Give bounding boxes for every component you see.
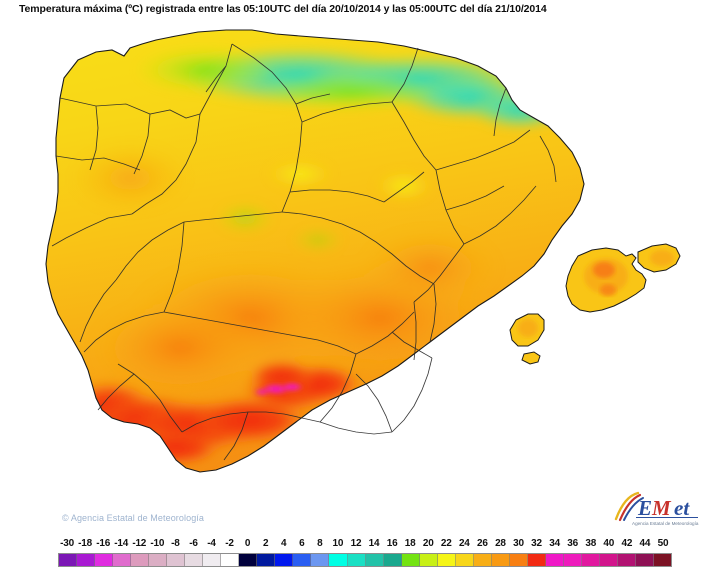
colorbar-tick-label: -2 <box>225 538 234 549</box>
colorbar-swatch <box>113 554 132 566</box>
colorbar-tick-label: 6 <box>299 538 305 549</box>
logo-wordmark: E M et <box>637 496 690 520</box>
colorbar-tick-label: -14 <box>114 538 129 549</box>
colorbar-tick-label: 18 <box>404 538 416 549</box>
colorbar-swatch <box>59 554 78 566</box>
colorbar-tick-label: 36 <box>567 538 579 549</box>
colorbar-tick-label: -4 <box>207 538 216 549</box>
colorbar-swatch <box>654 554 672 566</box>
aemet-logo: E M et Agencia Estatal de Meteorología <box>612 489 720 527</box>
colorbar-swatch <box>527 554 546 566</box>
colorbar-swatch <box>437 554 456 566</box>
colorbar-swatch <box>329 554 348 566</box>
colorbar-tick-label: -30 <box>60 538 74 549</box>
logo-swoosh-blue <box>623 497 644 521</box>
colorbar-swatch <box>581 554 600 566</box>
colorbar-tick-label: 40 <box>603 538 615 549</box>
svg-text:E: E <box>637 496 652 520</box>
colorbar-swatch <box>185 554 204 566</box>
formentera-coastline <box>521 351 541 365</box>
colorbar-tick-label: 0 <box>244 538 251 549</box>
svg-text:M: M <box>651 496 672 520</box>
svg-text:et: et <box>674 496 690 520</box>
colorbar-swatch <box>77 554 96 566</box>
temperature-colorbar: -30 -18 -16 -14 -12 -10 -8 -6 -4 -2 0 2 4 6 8 10 12 14 16 1… <box>58 538 672 572</box>
colorbar-tick-label: 14 <box>368 538 380 549</box>
colorbar-swatch <box>95 554 114 566</box>
colorbar-swatch <box>563 554 582 566</box>
colorbar-swatch <box>203 554 222 566</box>
colorbar-swatch <box>455 554 474 566</box>
colorbar-swatch <box>509 554 528 566</box>
colorbar-swatch <box>473 554 492 566</box>
colorbar-tick-label: 50 <box>657 538 669 549</box>
colorbar-swatch <box>131 554 150 566</box>
colorbar-tick-label: -10 <box>150 538 165 549</box>
colorbar-swatch <box>401 554 420 566</box>
colorbar-tick-label: 16 <box>386 538 398 549</box>
mallorca-coastline <box>565 247 647 313</box>
colorbar-tick-label: -18 <box>78 538 93 549</box>
colorbar-tick-label: 8 <box>317 538 323 549</box>
colorbar-swatch <box>221 554 240 566</box>
colorbar-tick-label: 22 <box>440 538 452 549</box>
colorbar-swatch <box>419 554 438 566</box>
ibiza-coastline <box>509 313 545 347</box>
colorbar-tick-label: 10 <box>332 538 344 549</box>
colorbar-tick-label: 20 <box>422 538 434 549</box>
colorbar-tick-label: 4 <box>281 538 287 549</box>
colorbar-tick-label: 24 <box>458 538 470 549</box>
colorbar-tick-label: -16 <box>96 538 111 549</box>
logo-subtitle: Agencia Estatal de Meteorología <box>632 521 699 526</box>
colorbar-swatch <box>383 554 402 566</box>
colorbar-swatch <box>149 554 168 566</box>
map-canvas <box>45 29 681 473</box>
administrative-boundaries <box>51 43 557 461</box>
colorbar-swatch <box>599 554 618 566</box>
colorbar-swatch <box>617 554 636 566</box>
colorbar-tick-label: 30 <box>513 538 524 549</box>
colorbar-swatch <box>491 554 510 566</box>
colorbar-tick-label: 32 <box>531 538 542 549</box>
colorbar-tick-label: -6 <box>189 538 198 549</box>
colorbar-tick-label: 34 <box>549 538 560 549</box>
colorbar-swatch <box>636 554 655 566</box>
colorbar-swatch <box>347 554 366 566</box>
colorbar-swatch <box>167 554 186 566</box>
colorbar-tick-labels: -30 -18 -16 -14 -12 -10 -8 -6 -4 -2 0 2 4 6 8 10 12 14 16 1… <box>58 538 672 552</box>
colorbar-tick-label: -8 <box>171 538 180 549</box>
colorbar-swatch <box>365 554 384 566</box>
copyright-notice: © Agencia Estatal de Meteorología <box>62 513 205 523</box>
logo-swoosh-red <box>618 493 642 522</box>
colorbar-tick-label: -12 <box>132 538 147 549</box>
colorbar-swatch <box>311 554 330 566</box>
colorbar-swatch <box>293 554 312 566</box>
colorbar-swatch <box>239 554 258 566</box>
colorbar-tick-label: 2 <box>262 538 269 549</box>
colorbar-tick-label: 44 <box>639 538 651 549</box>
menorca-coastline <box>637 243 681 273</box>
colorbar-tick-label: 28 <box>495 538 506 549</box>
colorbar-tick-label: 12 <box>350 538 362 549</box>
colorbar-tick-label: 26 <box>477 538 488 549</box>
colorbar-swatch <box>257 554 276 566</box>
colorbar-swatch <box>545 554 564 566</box>
page-title: Temperatura máxima (ºC) registrada entre… <box>19 3 547 15</box>
colorbar-swatches <box>58 553 672 567</box>
logo-swoosh-yellow <box>614 491 640 521</box>
colorbar-swatch <box>275 554 294 566</box>
colorbar-tick-label: 42 <box>621 538 633 549</box>
temperature-map <box>0 18 728 530</box>
colorbar-tick-label: 38 <box>585 538 597 549</box>
